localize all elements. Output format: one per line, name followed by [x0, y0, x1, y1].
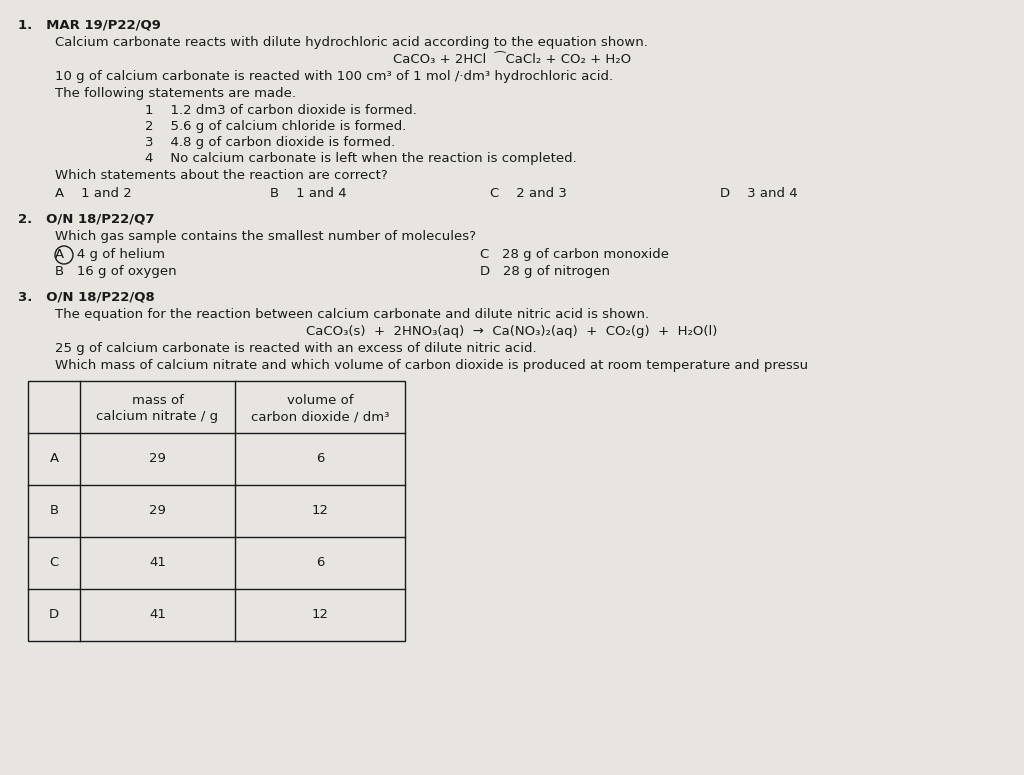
Text: 2    5.6 g of calcium chloride is formed.: 2 5.6 g of calcium chloride is formed.	[145, 120, 407, 133]
Text: C    2 and 3: C 2 and 3	[490, 187, 567, 200]
Text: The equation for the reaction between calcium carbonate and dilute nitric acid i: The equation for the reaction between ca…	[55, 308, 649, 321]
Text: Which statements about the reaction are correct?: Which statements about the reaction are …	[55, 169, 388, 182]
Text: CaCO₃(s)  +  2HNO₃(aq)  →  Ca(NO₃)₂(aq)  +  CO₂(g)  +  H₂O(l): CaCO₃(s) + 2HNO₃(aq) → Ca(NO₃)₂(aq) + CO…	[306, 325, 718, 338]
Text: D: D	[49, 608, 59, 622]
Text: 41: 41	[150, 556, 166, 570]
Text: 1    1.2 dm3 of carbon dioxide is formed.: 1 1.2 dm3 of carbon dioxide is formed.	[145, 104, 417, 117]
Text: C: C	[49, 556, 58, 570]
Text: 1.   MAR 19/P22/Q9: 1. MAR 19/P22/Q9	[18, 18, 161, 31]
Text: A   4 g of helium: A 4 g of helium	[55, 248, 165, 261]
Text: B    1 and 4: B 1 and 4	[270, 187, 347, 200]
Text: Which mass of calcium nitrate and which volume of carbon dioxide is produced at : Which mass of calcium nitrate and which …	[55, 359, 808, 372]
Text: 12: 12	[311, 608, 329, 622]
Text: 6: 6	[315, 453, 325, 466]
Bar	[28, 381, 406, 641]
Text: carbon dioxide / dm³: carbon dioxide / dm³	[251, 410, 389, 423]
Text: 10 g of calcium carbonate is reacted with 100 cm³ of 1 mol /‧dm³ hydrochloric ac: 10 g of calcium carbonate is reacted wit…	[55, 70, 613, 83]
Text: mass of: mass of	[131, 394, 183, 407]
Text: 25 g of calcium carbonate is reacted with an excess of dilute nitric acid.: 25 g of calcium carbonate is reacted wit…	[55, 342, 537, 355]
Text: 29: 29	[150, 505, 166, 518]
Text: 12: 12	[311, 505, 329, 518]
Text: volume of: volume of	[287, 394, 353, 407]
Text: CaCO₃ + 2HCl  ⁀CaCl₂ + CO₂ + H₂O: CaCO₃ + 2HCl ⁀CaCl₂ + CO₂ + H₂O	[393, 53, 631, 66]
Text: Calcium carbonate reacts with dilute hydrochloric acid according to the equation: Calcium carbonate reacts with dilute hyd…	[55, 36, 648, 49]
Text: 6: 6	[315, 556, 325, 570]
Text: 4    No calcium carbonate is left when the reaction is completed.: 4 No calcium carbonate is left when the …	[145, 152, 577, 165]
Text: The following statements are made.: The following statements are made.	[55, 87, 296, 100]
Text: Which gas sample contains the smallest number of molecules?: Which gas sample contains the smallest n…	[55, 230, 476, 243]
Text: B: B	[49, 505, 58, 518]
Text: A: A	[49, 453, 58, 466]
Text: 3.   O/N 18/P22/Q8: 3. O/N 18/P22/Q8	[18, 290, 155, 303]
Text: B   16 g of oxygen: B 16 g of oxygen	[55, 265, 176, 278]
Text: 2.   O/N 18/P22/Q7: 2. O/N 18/P22/Q7	[18, 212, 155, 225]
Text: C   28 g of carbon monoxide: C 28 g of carbon monoxide	[480, 248, 669, 261]
Text: 3    4.8 g of carbon dioxide is formed.: 3 4.8 g of carbon dioxide is formed.	[145, 136, 395, 149]
Text: D   28 g of nitrogen: D 28 g of nitrogen	[480, 265, 610, 278]
Text: 29: 29	[150, 453, 166, 466]
Text: D    3 and 4: D 3 and 4	[720, 187, 798, 200]
Text: 41: 41	[150, 608, 166, 622]
Text: calcium nitrate / g: calcium nitrate / g	[96, 410, 218, 423]
Text: A    1 and 2: A 1 and 2	[55, 187, 132, 200]
